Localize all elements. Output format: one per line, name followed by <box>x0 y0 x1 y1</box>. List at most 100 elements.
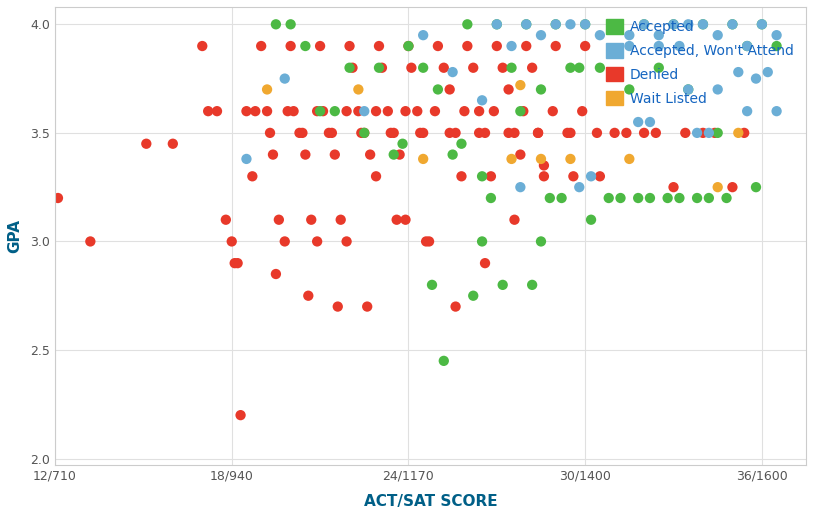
Y-axis label: GPA: GPA <box>7 219 22 253</box>
Point <box>505 155 518 163</box>
Point <box>585 216 598 224</box>
Point <box>449 129 462 137</box>
Point <box>437 63 450 72</box>
Point <box>667 20 680 28</box>
Point <box>623 155 636 163</box>
Point <box>443 129 456 137</box>
Point <box>741 42 754 50</box>
Point <box>514 107 527 115</box>
Point <box>467 292 480 300</box>
Point <box>534 155 547 163</box>
Point <box>352 107 365 115</box>
Point <box>505 42 518 50</box>
Point <box>479 259 492 267</box>
Point <box>673 194 686 202</box>
Point <box>579 42 592 50</box>
Point <box>702 194 715 202</box>
Point <box>325 129 338 137</box>
X-axis label: ACT/SAT SCORE: ACT/SAT SCORE <box>363 494 498 509</box>
Point <box>476 172 489 181</box>
Point <box>449 302 462 311</box>
Point <box>372 42 385 50</box>
Point <box>305 216 318 224</box>
Point <box>476 237 489 246</box>
Point <box>532 129 545 137</box>
Point <box>211 107 224 115</box>
Legend: Accepted, Accepted, Won't Attend, Denied, Wait Listed: Accepted, Accepted, Won't Attend, Denied… <box>601 14 799 111</box>
Point <box>417 155 430 163</box>
Point <box>443 85 456 93</box>
Point <box>720 194 733 202</box>
Point <box>673 42 686 50</box>
Point <box>550 20 563 28</box>
Point <box>697 20 710 28</box>
Point <box>425 281 438 289</box>
Point <box>652 63 665 72</box>
Point <box>667 183 680 191</box>
Point <box>770 107 783 115</box>
Point <box>550 42 563 50</box>
Point <box>690 194 703 202</box>
Point <box>432 85 445 93</box>
Point <box>281 107 294 115</box>
Point <box>376 63 389 72</box>
Point <box>490 42 503 50</box>
Point <box>361 302 374 311</box>
Point <box>608 129 621 137</box>
Point <box>508 129 521 137</box>
Point <box>514 151 527 159</box>
Point <box>467 63 480 72</box>
Point <box>240 155 253 163</box>
Point <box>328 107 341 115</box>
Point <box>284 20 297 28</box>
Point <box>399 216 412 224</box>
Point <box>726 183 739 191</box>
Point <box>682 85 695 93</box>
Point <box>755 20 768 28</box>
Point <box>370 107 383 115</box>
Point <box>505 63 518 72</box>
Point <box>343 42 356 50</box>
Point <box>732 129 745 137</box>
Point <box>532 129 545 137</box>
Point <box>343 63 356 72</box>
Point <box>358 107 371 115</box>
Point <box>284 42 297 50</box>
Point <box>472 107 485 115</box>
Point <box>682 20 695 28</box>
Point <box>608 20 621 28</box>
Point <box>399 107 412 115</box>
Point <box>323 129 336 137</box>
Point <box>623 85 636 93</box>
Point <box>269 270 282 278</box>
Point <box>697 129 710 137</box>
Point <box>761 68 774 76</box>
Point <box>770 31 783 39</box>
Point <box>573 183 586 191</box>
Point <box>652 31 665 39</box>
Point <box>432 42 445 50</box>
Point <box>328 151 341 159</box>
Point <box>608 20 621 28</box>
Point <box>272 216 285 224</box>
Point <box>537 162 550 170</box>
Point <box>487 107 500 115</box>
Point <box>711 85 724 93</box>
Point <box>650 129 663 137</box>
Point <box>537 172 550 181</box>
Point <box>679 129 692 137</box>
Point <box>417 129 430 137</box>
Point <box>496 281 509 289</box>
Point <box>340 107 353 115</box>
Point <box>352 85 365 93</box>
Point <box>387 129 400 137</box>
Point <box>637 129 650 137</box>
Point <box>526 281 539 289</box>
Point <box>564 20 577 28</box>
Point <box>269 20 282 28</box>
Point <box>711 31 724 39</box>
Point <box>140 140 153 148</box>
Point <box>579 20 592 28</box>
Point <box>293 129 306 137</box>
Point <box>302 292 315 300</box>
